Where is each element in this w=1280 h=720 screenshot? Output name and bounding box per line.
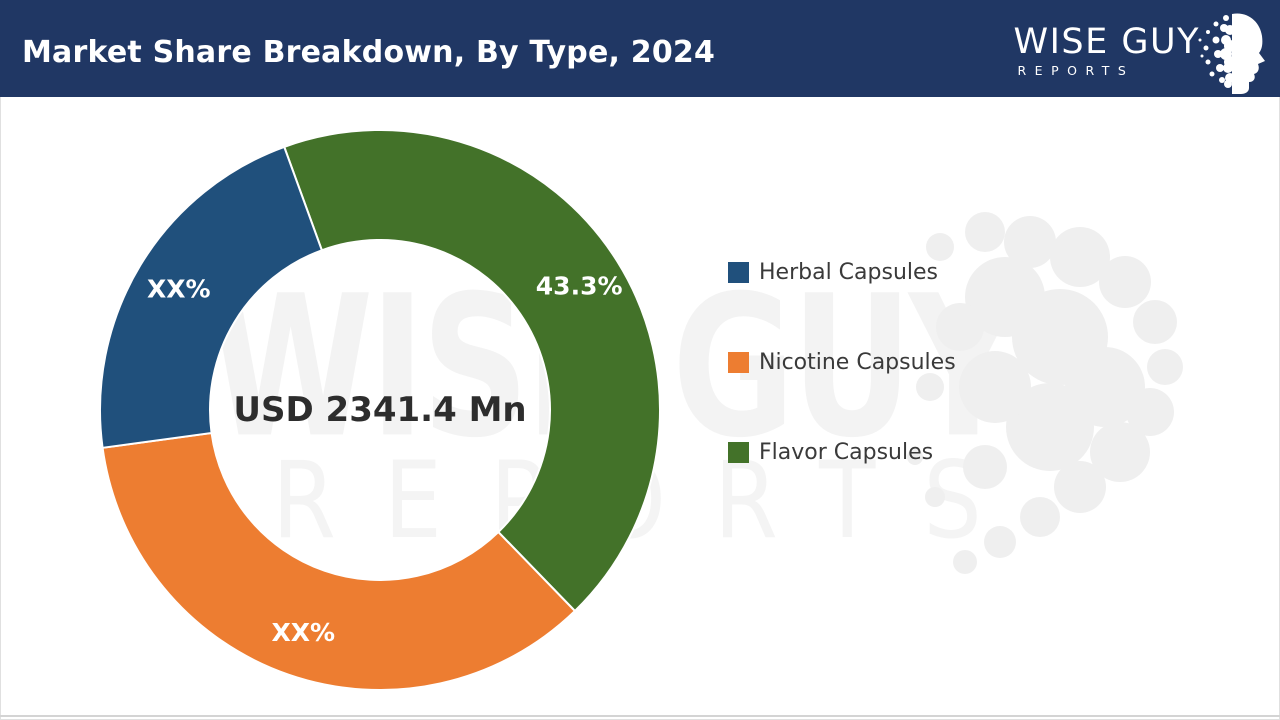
header-bar: Market Share Breakdown, By Type, 2024 WI… (0, 0, 1280, 97)
logo-wordmark: WISE GUY REPORTS (1013, 21, 1200, 79)
legend-label: Nicotine Capsules (759, 349, 956, 375)
donut-slice-flavor-capsules (282, 129, 661, 613)
logo-line2: REPORTS (1017, 63, 1135, 79)
donut-slice-nicotine-capsules (101, 431, 577, 691)
legend-item-flavor-capsules: Flavor Capsules (728, 437, 956, 467)
legend-label: Flavor Capsules (759, 439, 934, 465)
donut-chart: 43.3% XX% XX% (99, 129, 661, 691)
legend: Herbal Capsules Nicotine Capsules Flavor… (728, 257, 956, 527)
legend-item-nicotine-capsules: Nicotine Capsules (728, 347, 956, 377)
page-title: Market Share Breakdown, By Type, 2024 (22, 35, 716, 70)
donut-center-value: USD 2341.4 Mn (233, 390, 527, 430)
slice-percentage-label: 43.3% (536, 271, 623, 300)
logo-face-icon (1198, 13, 1265, 94)
legend-item-herbal-capsules: Herbal Capsules (728, 257, 956, 287)
legend-swatch-nicotine (728, 351, 749, 373)
legend-swatch-herbal (728, 261, 749, 283)
logo-line1: WISE GUY (1013, 21, 1200, 62)
legend-label: Herbal Capsules (759, 259, 938, 285)
bottom-divider (0, 715, 1280, 717)
slice-percentage-label: XX% (271, 618, 335, 647)
slice-percentage-label: XX% (147, 275, 211, 304)
legend-swatch-flavor (728, 441, 749, 463)
wiseguy-logo: WISE GUY REPORTS (1013, 8, 1268, 94)
donut-slice-herbal-capsules (99, 145, 324, 449)
